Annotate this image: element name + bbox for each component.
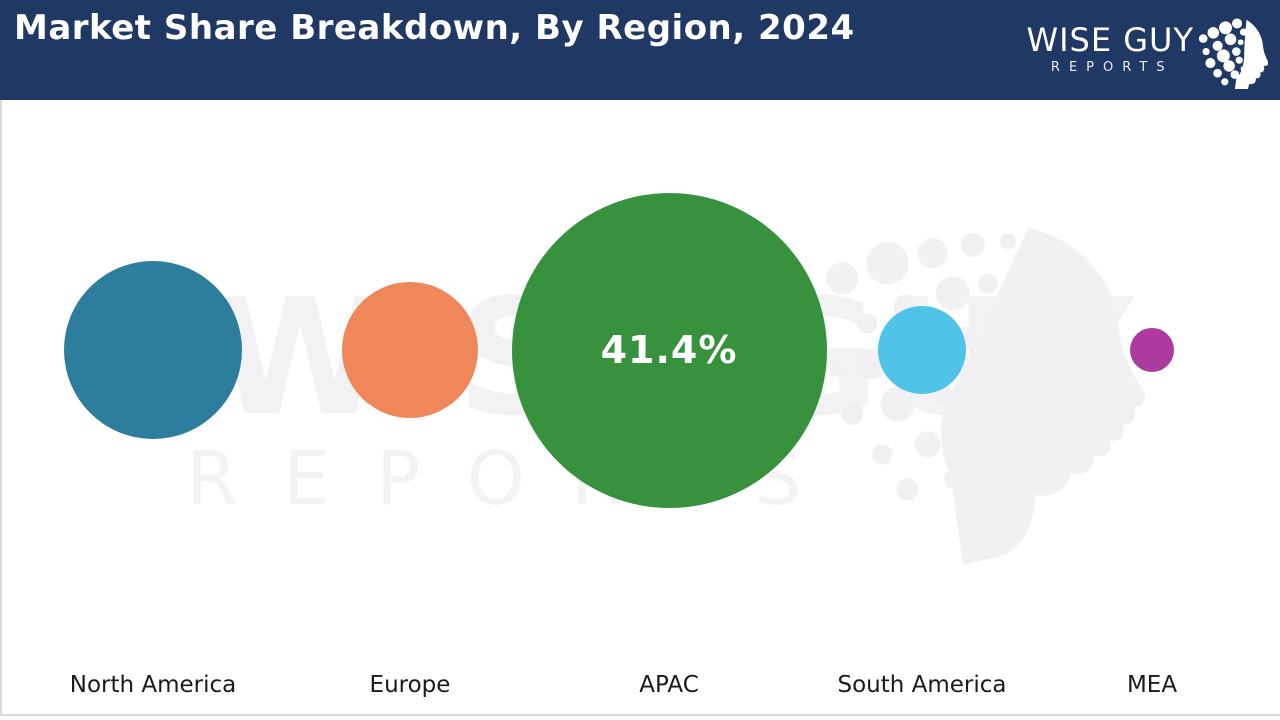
category-label-europe: Europe — [369, 672, 451, 698]
bubble-europe — [342, 282, 478, 418]
bubble-north-america — [64, 261, 242, 439]
brand-logo: WISE GUY REPORTS — [1026, 14, 1268, 92]
page-title: Market Share Breakdown, By Region, 2024 — [14, 8, 855, 48]
bubble-mea — [1130, 328, 1174, 372]
header: Market Share Breakdown, By Region, 2024 … — [0, 0, 1280, 100]
bubble-apac: 41.4% — [511, 192, 827, 508]
category-label-mea: MEA — [1126, 672, 1178, 698]
brand-name: WISE GUY — [1026, 21, 1194, 59]
canvas-left-edge-line — [0, 100, 2, 716]
canvas-bottom-edge-line — [0, 714, 1280, 716]
brand-subname: REPORTS — [1050, 60, 1174, 75]
head-silhouette-logo-icon — [1198, 18, 1268, 89]
category-label-south-america: South America — [837, 672, 1007, 698]
bubble-value-label-apac: 41.4% — [600, 328, 738, 372]
bubble-south-america — [878, 306, 966, 394]
category-label-north-america: North America — [69, 672, 237, 698]
chart-area: WISE GUY REPORTS North Ameri — [0, 100, 1280, 720]
category-label-apac: APAC — [639, 672, 699, 698]
head-silhouette-watermark-icon — [826, 228, 1146, 565]
brand-logo-text: WISE GUY REPORTS — [1026, 24, 1194, 75]
